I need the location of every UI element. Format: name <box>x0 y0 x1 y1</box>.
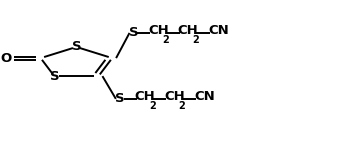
Text: S: S <box>129 26 138 39</box>
Text: S: S <box>72 40 81 53</box>
Text: S: S <box>115 92 124 105</box>
Text: CH: CH <box>178 24 198 37</box>
Text: CN: CN <box>208 24 229 37</box>
Text: CH: CH <box>148 24 169 37</box>
Text: 2: 2 <box>162 35 169 45</box>
Text: 2: 2 <box>149 101 155 111</box>
Text: 2: 2 <box>178 101 185 111</box>
Text: CH: CH <box>135 90 155 103</box>
Text: CH: CH <box>164 90 185 103</box>
Text: O: O <box>0 52 11 65</box>
Text: S: S <box>49 70 59 83</box>
Text: 2: 2 <box>192 35 198 45</box>
Text: CN: CN <box>194 90 215 103</box>
